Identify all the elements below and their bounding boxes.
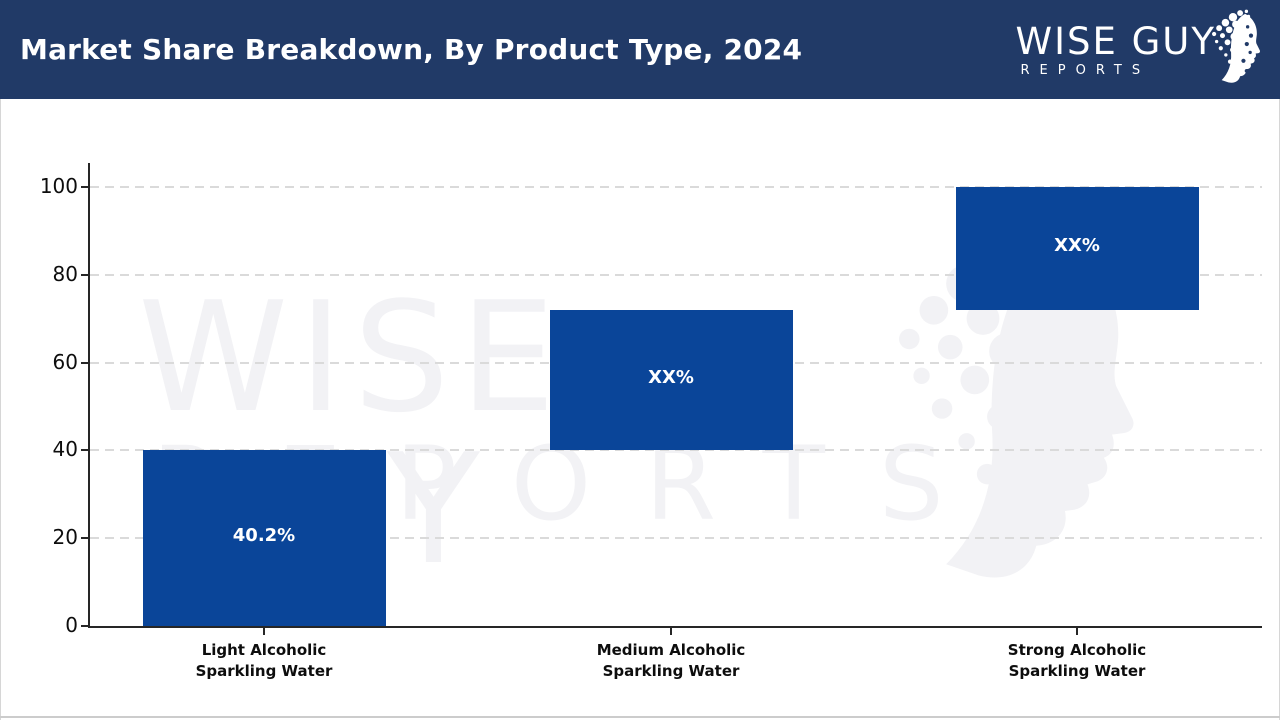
y-axis bbox=[88, 163, 90, 628]
x-category-line: Sparkling Water bbox=[195, 662, 333, 680]
x-category-label: Medium Alcoholic Sparkling Water bbox=[511, 640, 831, 682]
gridline-100 bbox=[90, 186, 1262, 188]
wiseguy-face-icon bbox=[1212, 9, 1260, 83]
bar-value-label: 40.2% bbox=[232, 524, 296, 546]
logo-text: WISE GUY REPORTS bbox=[1015, 19, 1216, 78]
x-tick-mark bbox=[1076, 628, 1078, 635]
page-border-bottom bbox=[0, 716, 1280, 718]
page-title: Market Share Breakdown, By Product Type,… bbox=[20, 33, 803, 66]
y-tick-mark bbox=[81, 273, 88, 276]
y-tick-label: 40 bbox=[52, 437, 78, 462]
y-tick-mark bbox=[81, 361, 88, 364]
gridline-80 bbox=[90, 273, 1262, 276]
y-tick-label: 20 bbox=[52, 525, 78, 550]
y-tick-label: 0 bbox=[65, 613, 78, 637]
x-category-line: Sparkling Water bbox=[602, 662, 740, 680]
y-tick-label: 80 bbox=[52, 261, 78, 286]
x-category-line: Light Alcoholic bbox=[201, 641, 327, 659]
bar-value-label: XX% bbox=[1054, 235, 1100, 257]
x-category-line: Medium Alcoholic bbox=[596, 641, 746, 659]
bar-2 bbox=[549, 309, 793, 450]
x-category-line: Sparkling Water bbox=[1008, 662, 1146, 680]
bar-1 bbox=[142, 449, 386, 626]
x-category-label: Strong Alcoholic Sparkling Water bbox=[917, 640, 1237, 682]
gridline-40 bbox=[90, 449, 1262, 452]
y-tick-label: 100 bbox=[39, 174, 78, 198]
plot-area: 0 20 40 60 80 100 40.2% Light Alcoholic Sparklin… bbox=[0, 99, 1280, 720]
x-category-label: Light Alcoholic Sparkling Water bbox=[104, 640, 424, 682]
gridline-20 bbox=[90, 537, 1262, 540]
y-tick-mark bbox=[81, 449, 88, 452]
y-tick-mark bbox=[81, 537, 88, 540]
y-tick-mark bbox=[81, 625, 88, 627]
logo-wiseguy-text: WISE GUY bbox=[1015, 19, 1216, 63]
page-border-left bbox=[0, 99, 1, 720]
bar-value-label: XX% bbox=[648, 366, 694, 388]
x-tick-mark bbox=[670, 628, 672, 635]
y-tick-mark bbox=[81, 186, 88, 188]
x-tick-mark bbox=[263, 628, 265, 635]
x-axis bbox=[88, 626, 1262, 628]
x-category-line: Strong Alcoholic bbox=[1007, 641, 1147, 659]
logo-reports-text: REPORTS bbox=[1020, 62, 1151, 78]
wiseguy-logo: WISE GUY REPORTS bbox=[1016, 4, 1280, 96]
y-tick-label: 60 bbox=[52, 349, 78, 374]
header-bar: Market Share Breakdown, By Product Type,… bbox=[0, 0, 1280, 99]
